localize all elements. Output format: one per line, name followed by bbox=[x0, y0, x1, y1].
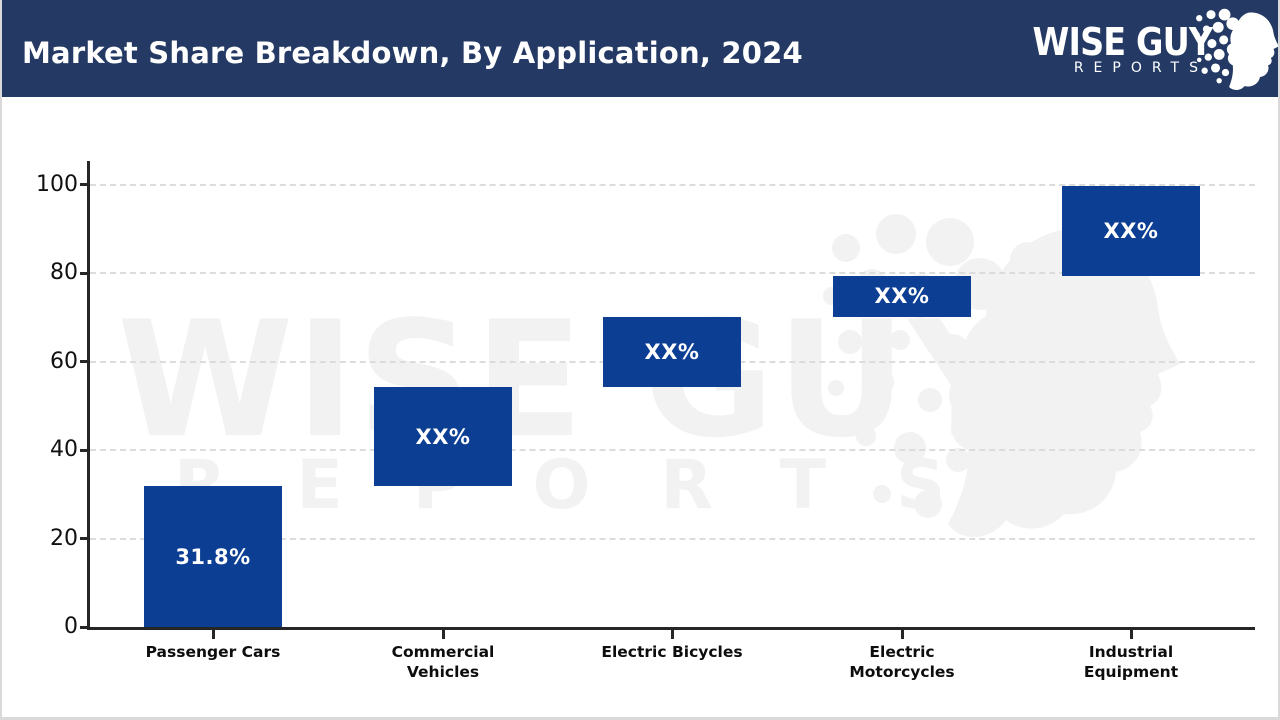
gridline-40 bbox=[90, 449, 1255, 451]
category-label-electric-motorcycles: Electric Motorcycles bbox=[787, 642, 1017, 682]
category-label-passenger-cars: Passenger Cars bbox=[98, 642, 328, 662]
category-label-line: Equipment bbox=[1083, 663, 1179, 681]
bar-value-label: XX% bbox=[415, 424, 471, 449]
y-tick-100 bbox=[80, 183, 90, 186]
bar-industrial-equipment: XX% bbox=[1062, 185, 1200, 276]
bar-commercial-vehicles: XX% bbox=[374, 387, 512, 487]
y-tick-40 bbox=[80, 448, 90, 452]
logo-head-icon bbox=[1195, 8, 1278, 90]
chart-title: Market Share Breakdown, By Application, … bbox=[22, 36, 803, 70]
bar-value-label: XX% bbox=[644, 339, 700, 364]
category-label-line: Motorcycles bbox=[849, 663, 955, 681]
x-axis-line bbox=[87, 627, 1255, 630]
y-tick-label-0: 0 bbox=[64, 614, 78, 639]
logo-subtext: REPORTS bbox=[1073, 60, 1208, 76]
y-tick-label-100: 100 bbox=[36, 171, 78, 197]
y-tick-20 bbox=[80, 537, 90, 540]
x-tick-electric-bicycles bbox=[670, 630, 674, 639]
y-tick-60 bbox=[80, 360, 90, 363]
category-label-electric-bicycles: Electric Bicycles bbox=[557, 642, 787, 662]
x-tick-industrial-equipment bbox=[1129, 630, 1133, 639]
gridline-100 bbox=[90, 183, 1255, 186]
category-label-commercial-vehicles: Commercial Vehicles bbox=[328, 642, 558, 682]
category-label-line: Electric Bicycles bbox=[601, 643, 743, 661]
category-label-industrial-equipment: Industrial Equipment bbox=[1016, 642, 1246, 682]
y-tick-label-40: 40 bbox=[50, 437, 78, 462]
wiseguy-logo: WISE GUY REPORTS bbox=[1024, 0, 1278, 97]
y-tick-0 bbox=[80, 625, 90, 629]
category-label-line: Passenger Cars bbox=[145, 643, 281, 661]
y-tick-label-80: 80 bbox=[50, 260, 78, 285]
gridline-80 bbox=[90, 272, 1255, 274]
y-tick-label-60: 60 bbox=[50, 348, 78, 374]
bar-passenger-cars: 31.8% bbox=[144, 486, 282, 627]
bar-value-label: XX% bbox=[1103, 218, 1159, 243]
bar-value-label: XX% bbox=[874, 284, 930, 309]
y-tick-label-20: 20 bbox=[50, 525, 78, 551]
x-tick-electric-motorcycles bbox=[900, 630, 904, 639]
category-label-line: Commercial bbox=[391, 643, 495, 661]
header-bar: Market Share Breakdown, By Application, … bbox=[2, 0, 1278, 97]
bar-electric-bicycles: XX% bbox=[603, 316, 741, 388]
bar-electric-motorcycles: XX% bbox=[833, 275, 971, 317]
y-tick-80 bbox=[80, 271, 90, 275]
bar-value-label: 31.8% bbox=[175, 544, 251, 569]
x-tick-passenger-cars bbox=[211, 630, 215, 639]
watermark-subtext: REPORTS bbox=[174, 446, 1016, 525]
category-label-line: Industrial bbox=[1088, 643, 1174, 661]
y-axis-line bbox=[87, 161, 90, 630]
category-label-line: Vehicles bbox=[406, 663, 480, 681]
logo-wordmark: WISE GUY bbox=[1032, 20, 1213, 64]
gridline-20 bbox=[90, 537, 1255, 540]
category-label-line: Electric bbox=[869, 643, 935, 661]
x-tick-commercial-vehicles bbox=[441, 630, 445, 639]
